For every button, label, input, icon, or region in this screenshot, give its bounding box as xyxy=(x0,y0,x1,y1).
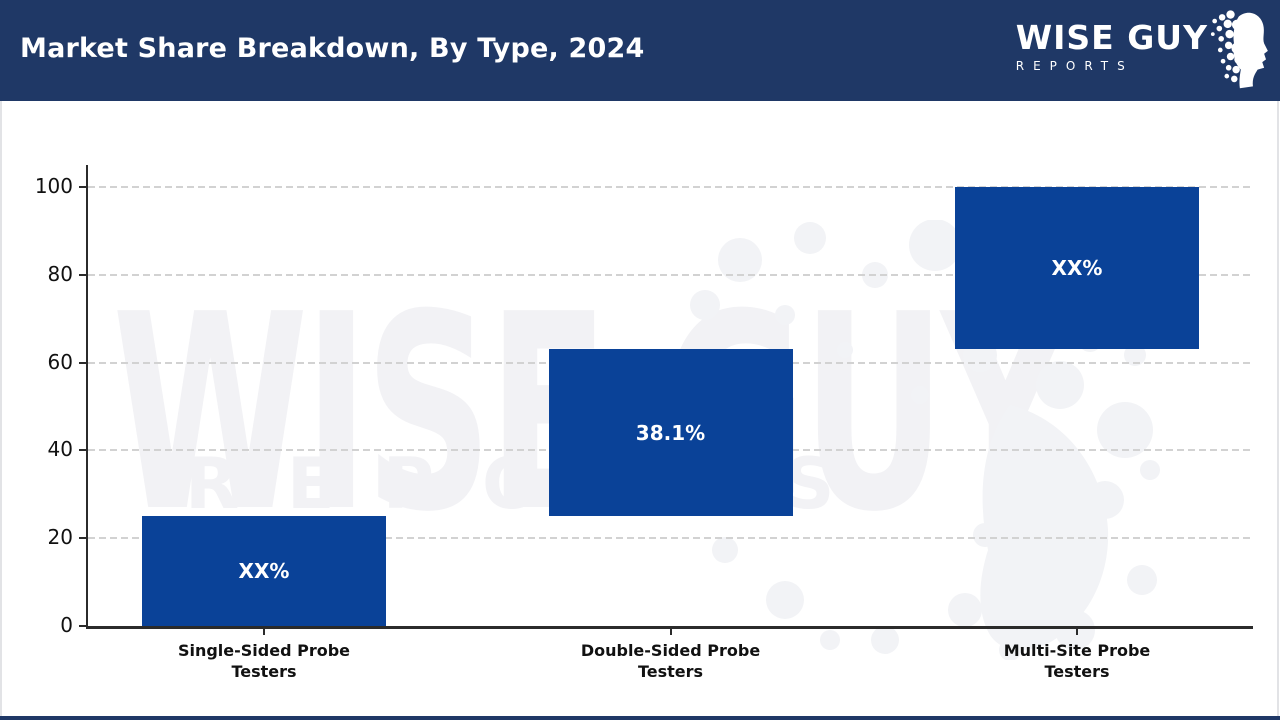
watermark-face-dots xyxy=(690,220,1160,660)
bar-3: XX% xyxy=(955,187,1199,349)
y-tick-label-60: 60 xyxy=(47,349,73,374)
footer-bar xyxy=(0,716,1280,720)
page-right-border xyxy=(1277,101,1279,716)
page-title: Market Share Breakdown, By Type, 2024 xyxy=(20,33,645,64)
bar-value-label-1: XX% xyxy=(238,559,290,584)
y-tick-label-80: 80 xyxy=(47,261,73,286)
y-tick-label-100: 100 xyxy=(34,174,73,198)
y-tick-40 xyxy=(79,449,87,452)
brand-face-icon xyxy=(1210,10,1268,89)
x-tick-3 xyxy=(1076,628,1078,635)
gridline-y-100 xyxy=(88,186,1253,188)
y-tick-60 xyxy=(79,361,87,364)
brand-logo-subtext: REPORTS xyxy=(1015,59,1134,73)
y-tick-label-40: 40 xyxy=(47,437,73,462)
x-axis-spine xyxy=(86,626,1253,629)
brand-logo-wordmark: WISE GUY xyxy=(1015,18,1208,57)
bar-1: XX% xyxy=(142,516,386,626)
y-axis-spine xyxy=(86,165,88,628)
gridline-y-20 xyxy=(88,537,1253,540)
bar-value-label-3: XX% xyxy=(1051,255,1103,280)
y-tick-label-0: 0 xyxy=(60,613,73,637)
y-tick-20 xyxy=(79,537,87,540)
y-tick-80 xyxy=(79,273,87,276)
category-label-3: Multi-Site Probe Testers xyxy=(1003,641,1151,681)
chart-area: WISE GUY REPORTS 0 20 40 60 80 100 XX% Single-S… xyxy=(0,101,1280,716)
bar-2: 38.1% xyxy=(548,348,793,517)
category-label-2: Double-Sided Probe Testers xyxy=(580,641,761,681)
page-left-border xyxy=(0,101,2,716)
y-tick-label-20: 20 xyxy=(47,525,73,550)
y-tick-100 xyxy=(79,186,87,188)
y-tick-0 xyxy=(79,625,87,627)
bar-value-label-2: 38.1% xyxy=(635,420,706,445)
x-tick-2 xyxy=(669,628,672,635)
header-bar: Market Share Breakdown, By Type, 2024 WI… xyxy=(0,0,1280,101)
brand-logo: WISE GUY REPORTS xyxy=(1016,20,1208,74)
category-label-1: Single-Sided Probe Testers xyxy=(177,641,351,681)
gridline-y-80 xyxy=(88,273,1253,276)
x-tick-1 xyxy=(263,628,265,635)
